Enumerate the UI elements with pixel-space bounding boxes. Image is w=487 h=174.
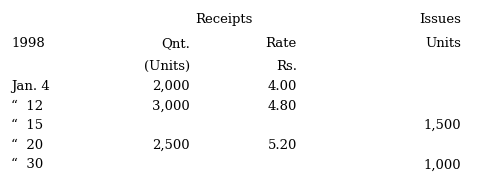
Text: 2,000: 2,000	[152, 80, 190, 93]
Text: Rate: Rate	[265, 37, 297, 50]
Text: Units: Units	[426, 37, 461, 50]
Text: Jan. 4: Jan. 4	[11, 80, 50, 93]
Text: 4.00: 4.00	[267, 80, 297, 93]
Text: 1998: 1998	[11, 37, 45, 50]
Text: 5.20: 5.20	[267, 139, 297, 152]
Text: 4.80: 4.80	[267, 100, 297, 113]
Text: 1,000: 1,000	[424, 159, 461, 171]
Text: “  30: “ 30	[11, 159, 43, 171]
Text: 1,500: 1,500	[424, 119, 461, 132]
Text: Receipts: Receipts	[195, 13, 253, 26]
Text: “  12: “ 12	[11, 100, 43, 113]
Text: 3,000: 3,000	[152, 100, 190, 113]
Text: “  20: “ 20	[11, 139, 43, 152]
Text: 2,500: 2,500	[152, 139, 190, 152]
Text: Rs.: Rs.	[276, 60, 297, 73]
Text: Qnt.: Qnt.	[161, 37, 190, 50]
Text: (Units): (Units)	[144, 60, 190, 73]
Text: “  15: “ 15	[11, 119, 43, 132]
Text: Issues: Issues	[419, 13, 461, 26]
